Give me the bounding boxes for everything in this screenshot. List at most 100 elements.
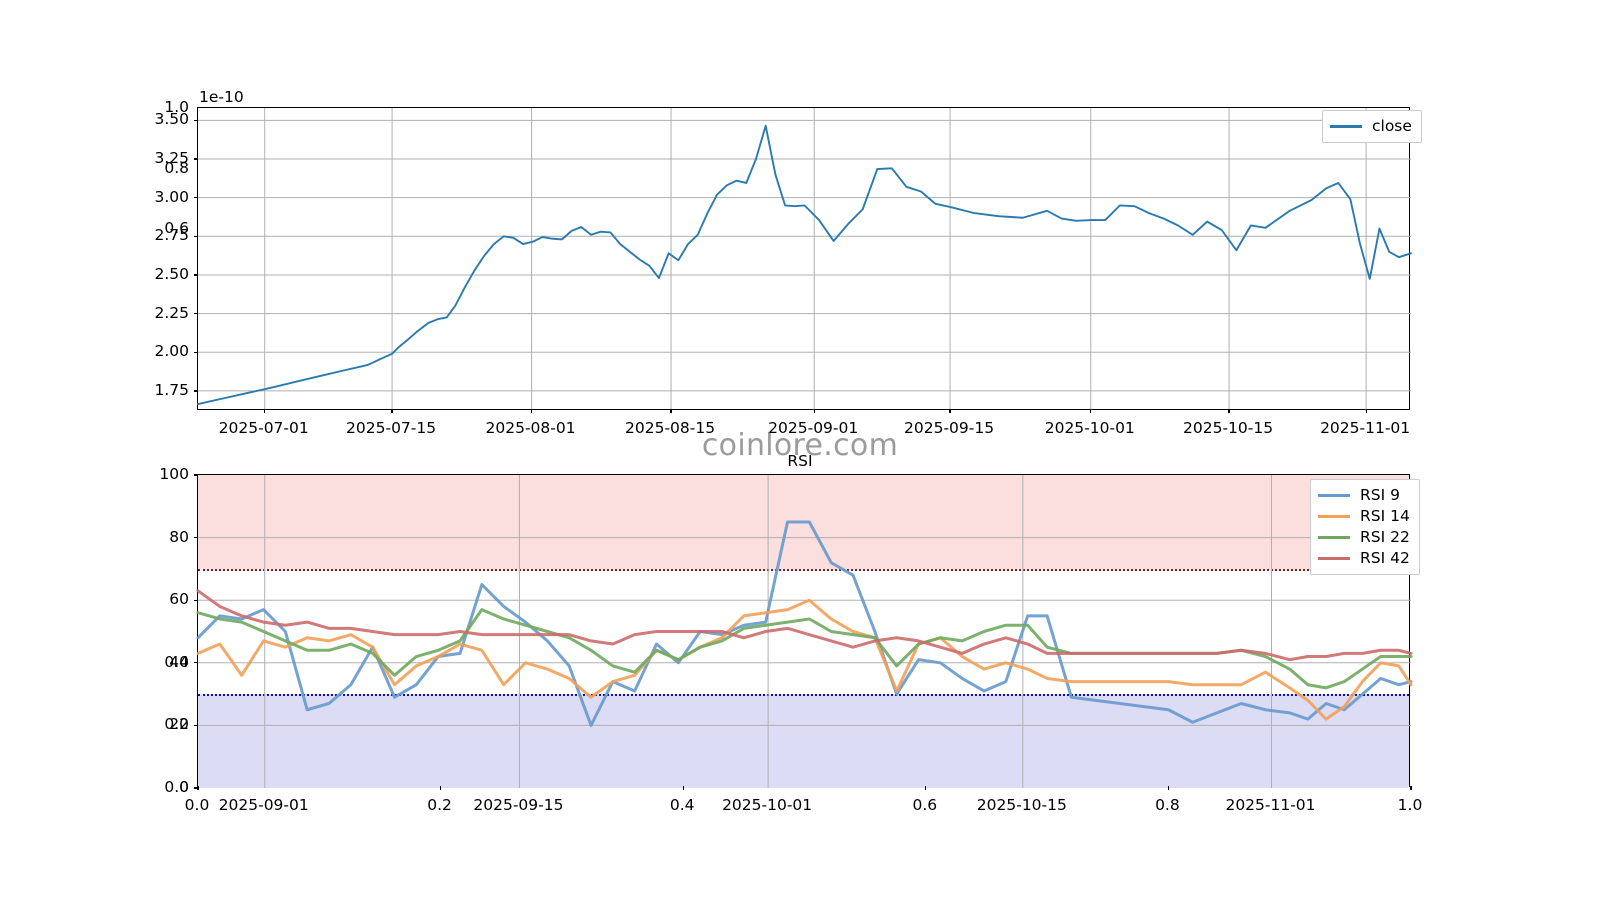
rsi-x-tick-mark — [682, 786, 684, 790]
rsi-y-tick-label: 100 — [159, 465, 189, 483]
price-x-tick-mark — [949, 409, 951, 413]
rsi-y-tick-mark — [194, 787, 198, 789]
price-y-tick-label: 2.75 — [154, 226, 189, 245]
price-y-tick-mark — [194, 274, 198, 276]
rsi-22-line — [196, 608, 1413, 690]
rsi-y-tick-label: 80 — [169, 527, 189, 546]
price-y-tick-mark — [194, 235, 198, 237]
price-x-tick-label: 2025-07-01 — [218, 419, 309, 437]
rsi-y-tick-label: 60 — [169, 590, 189, 609]
price-y-overlay-tick-label: 0.8 — [164, 158, 189, 177]
price-y-tick-label: 2.50 — [154, 264, 189, 283]
rsi-y-overlay-tick-label: 0.0 — [164, 778, 189, 796]
price-y-tick-mark — [194, 119, 198, 122]
legend-label-rsi-14: RSI 14 — [1360, 506, 1410, 525]
price-y-tick-label: 3.25 — [154, 149, 189, 167]
rsi-y-tick-mark — [194, 724, 198, 727]
price-x-tick-label: 2025-08-15 — [625, 419, 716, 437]
price-x-tick-label: 2025-08-01 — [485, 419, 576, 437]
rsi-x-tick-mark — [197, 786, 199, 790]
legend-item-close: close — [1330, 116, 1412, 137]
price-legend: close — [1322, 110, 1422, 143]
price-y-tick-label: 3.50 — [154, 110, 189, 129]
rsi22-line-swatch — [1318, 536, 1350, 539]
price-y-tick-mark — [194, 390, 198, 392]
rsi-x-overlay-tick-label: 0.2 — [427, 796, 452, 814]
price-y-overlay-tick-label: 0.6 — [164, 219, 189, 238]
price-x-tick-mark — [264, 409, 266, 413]
price-x-tick-label: 2025-11-01 — [1320, 419, 1411, 437]
legend-item-rsi-42: RSI 42 — [1318, 548, 1410, 569]
rsi-x-tick-label: 2025-11-01 — [1225, 796, 1316, 814]
rsi-x-overlay-tick-label: 1.0 — [1397, 796, 1423, 814]
price-x-tick-mark — [813, 409, 815, 413]
oversold-threshold-line — [198, 694, 1409, 697]
rsi-x-tick-label: 2025-10-15 — [976, 796, 1067, 814]
rsi14-line-swatch — [1318, 515, 1350, 518]
price-x-tick-mark — [1090, 409, 1092, 413]
price-x-tick-mark — [530, 409, 533, 413]
rsi-x-tick-mark — [925, 786, 927, 790]
close-line-swatch — [1330, 125, 1362, 128]
rsi-x-overlay-tick-label: 0.0 — [184, 796, 210, 814]
rsi42-line-swatch — [1318, 557, 1350, 560]
rsi-x-tick-mark — [440, 786, 442, 790]
price-x-tick-label: 2025-09-01 — [768, 419, 859, 437]
rsi-x-tick-mark — [1410, 786, 1412, 790]
rsi-x-overlay-tick-label: 0.8 — [1155, 796, 1180, 814]
price-line-plot — [197, 108, 1412, 411]
price-y-tick-mark — [194, 313, 198, 315]
rsi-x-tick-mark — [1167, 786, 1170, 790]
rsi-y-overlay-tick-label: 0.2 — [164, 715, 189, 734]
price-y-tick-label: 1.75 — [154, 380, 189, 399]
price-x-tick-mark — [1228, 409, 1230, 413]
price-y-offset-label: 1e-10 — [199, 88, 244, 106]
rsi-14-line — [196, 598, 1413, 721]
rsi-x-tick-label: 2025-10-01 — [722, 796, 813, 814]
price-y-tick-label: 2.25 — [154, 303, 189, 322]
rsi-chart-axes — [194, 474, 1413, 790]
price-y-tick-label: 2.00 — [154, 342, 189, 361]
price-x-tick-mark — [391, 409, 393, 413]
legend-label-rsi-9: RSI 9 — [1360, 485, 1400, 504]
rsi-x-overlay-tick-label: 0.4 — [669, 796, 695, 814]
rsi-9-line — [196, 520, 1413, 727]
price-x-tick-label: 2025-09-15 — [904, 419, 995, 437]
rsi-y-overlay-tick-label: 0.4 — [164, 652, 189, 671]
price-y-tick-mark — [194, 351, 198, 353]
price-x-tick-label: 2025-07-15 — [346, 419, 437, 437]
rsi-y-tick-label: 40 — [169, 652, 189, 671]
oversold-band — [198, 694, 1409, 788]
rsi9-line-swatch — [1318, 494, 1350, 497]
legend-item-rsi-14: RSI 14 — [1318, 506, 1410, 527]
legend-item-rsi-9: RSI 9 — [1318, 485, 1410, 506]
rsi-y-tick-label: 0 — [179, 778, 189, 796]
rsi-y-tick-label: 20 — [169, 715, 189, 734]
legend-label-close: close — [1372, 116, 1412, 135]
rsi-line-plot — [196, 475, 1413, 788]
rsi-y-tick-mark — [194, 662, 198, 664]
overbought-threshold-line — [198, 568, 1409, 571]
rsi-legend: RSI 9 RSI 14 RSI 22 RSI 42 — [1310, 479, 1420, 575]
price-y-tick-mark — [194, 158, 198, 160]
price-x-tick-mark — [1365, 409, 1367, 413]
price-chart-axes — [194, 107, 1412, 413]
rsi-x-tick-label: 2025-09-01 — [218, 796, 309, 814]
legend-item-rsi-22: RSI 22 — [1318, 527, 1410, 548]
legend-label-rsi-22: RSI 22 — [1360, 527, 1410, 546]
rsi-y-tick-mark — [194, 599, 198, 601]
price-y-overlay-tick-label: 1.0 — [164, 98, 189, 116]
price-x-tick-label: 2025-10-15 — [1183, 419, 1274, 437]
price-x-tick-label: 2025-10-01 — [1044, 419, 1135, 437]
rsi-x-overlay-tick-label: 0.6 — [912, 796, 938, 814]
price-y-tick-mark — [194, 197, 198, 199]
rsi-y-tick-mark — [194, 474, 198, 476]
price-y-tick-label: 3.00 — [154, 187, 189, 206]
close-price-line — [197, 124, 1412, 405]
legend-label-rsi-42: RSI 42 — [1360, 548, 1410, 567]
price-x-tick-mark — [670, 409, 672, 413]
rsi-x-tick-label: 2025-09-15 — [473, 796, 564, 814]
coinlore-watermark: coinlore.com — [701, 428, 899, 463]
rsi-subplot-title: RSI — [787, 452, 813, 470]
